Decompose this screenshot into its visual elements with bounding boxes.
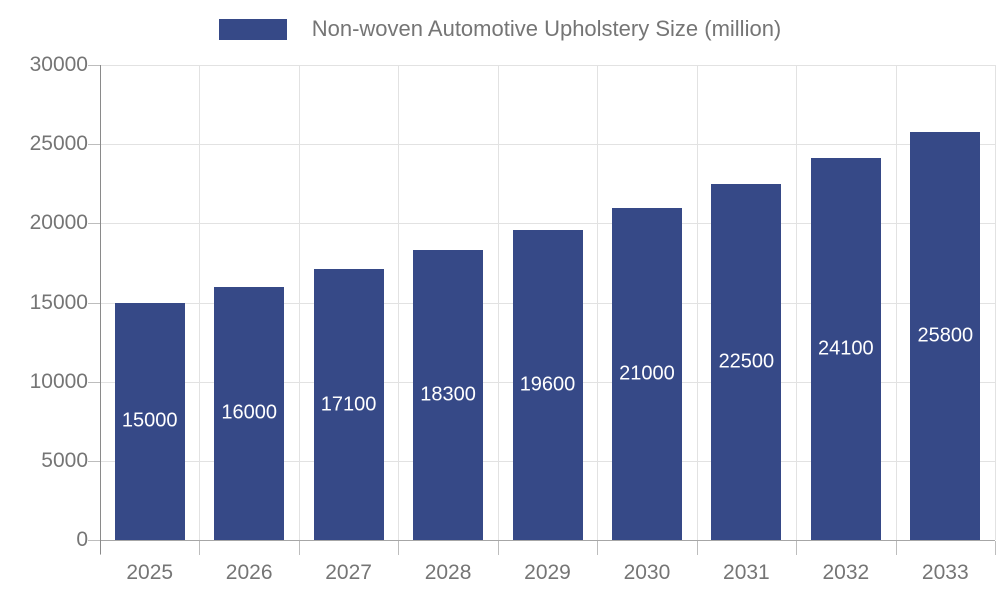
y-axis-tick (88, 223, 100, 225)
y-axis-tick-label: 30000 (29, 53, 88, 76)
y-axis-tick-label: 15000 (29, 290, 88, 314)
bar: 19600 (512, 229, 583, 540)
x-axis-tick-label: 2032 (822, 561, 870, 584)
y-axis-tick (88, 144, 100, 146)
bar-value-label: 25800 (917, 324, 974, 347)
y-axis-tick-label: 10000 (29, 369, 88, 393)
x-axis-tick (696, 541, 698, 555)
x-axis-tick-label: 2026 (225, 561, 273, 584)
vertical-gridline (995, 65, 996, 540)
horizontal-gridline (100, 65, 995, 66)
legend-label: Non-woven Automotive Upholstery Size (mi… (311, 16, 782, 41)
bar-value-label: 17100 (320, 393, 377, 416)
vertical-gridline (696, 65, 698, 540)
x-axis-tick (199, 541, 201, 555)
x-axis-baseline (100, 540, 995, 541)
y-axis-line (100, 65, 101, 554)
bar-value-label: 19600 (519, 373, 576, 396)
legend[interactable]: Non-woven Automotive Upholstery Size (mi… (0, 15, 1000, 43)
x-axis-tick-label: 2031 (723, 561, 770, 584)
legend-swatch (218, 18, 287, 40)
y-axis-tick (88, 65, 100, 66)
bar: 16000 (214, 286, 285, 540)
y-axis-tick-label: 20000 (29, 211, 88, 235)
vertical-gridline (398, 65, 400, 540)
y-axis-tick-label: 5000 (41, 448, 88, 472)
x-axis-tick (298, 541, 300, 555)
x-axis-tick (497, 541, 499, 555)
bar-value-label: 18300 (420, 383, 476, 406)
x-axis-tick-label: 2033 (921, 561, 969, 584)
horizontal-gridline (100, 223, 995, 225)
y-axis-tick (88, 460, 100, 462)
bar: 25800 (910, 131, 981, 540)
y-axis-tick (88, 302, 100, 304)
x-axis-tick-label: 2025 (126, 561, 174, 584)
y-axis-tick (88, 540, 100, 541)
horizontal-gridline (100, 144, 995, 146)
bar: 24100 (810, 158, 881, 540)
y-axis-tick-label: 0 (76, 528, 88, 551)
x-axis-tick (796, 541, 798, 555)
bar: 18300 (413, 250, 484, 540)
x-axis-tick (597, 541, 599, 555)
bar-value-label: 16000 (221, 401, 277, 424)
x-axis-tick (895, 541, 897, 555)
bar-value-label: 22500 (718, 350, 775, 373)
vertical-gridline (597, 65, 599, 540)
bar: 22500 (711, 183, 782, 540)
bar-value-label: 21000 (619, 362, 675, 385)
x-axis-tick-label: 2030 (623, 561, 671, 584)
vertical-gridline (895, 65, 897, 540)
bar: 15000 (114, 302, 185, 540)
plot-area: 15000 16000 17100 18300 19600 21000 22500 24100… (88, 65, 996, 555)
y-axis-tick-label: 25000 (29, 132, 88, 156)
vertical-gridline (199, 65, 201, 540)
vertical-gridline (796, 65, 798, 540)
bar-value-label: 24100 (818, 337, 874, 360)
x-axis-tick-label: 2029 (524, 561, 571, 584)
x-axis-tick (398, 541, 400, 555)
bar: 21000 (611, 207, 682, 540)
bar: 17100 (313, 269, 384, 540)
bar-value-label: 15000 (121, 409, 178, 432)
x-axis-tick-label: 2028 (424, 561, 472, 584)
x-axis-tick (995, 541, 996, 555)
x-axis-tick-label: 2027 (325, 561, 372, 584)
y-axis-tick (88, 381, 100, 383)
vertical-gridline (497, 65, 499, 540)
vertical-gridline (298, 65, 300, 540)
